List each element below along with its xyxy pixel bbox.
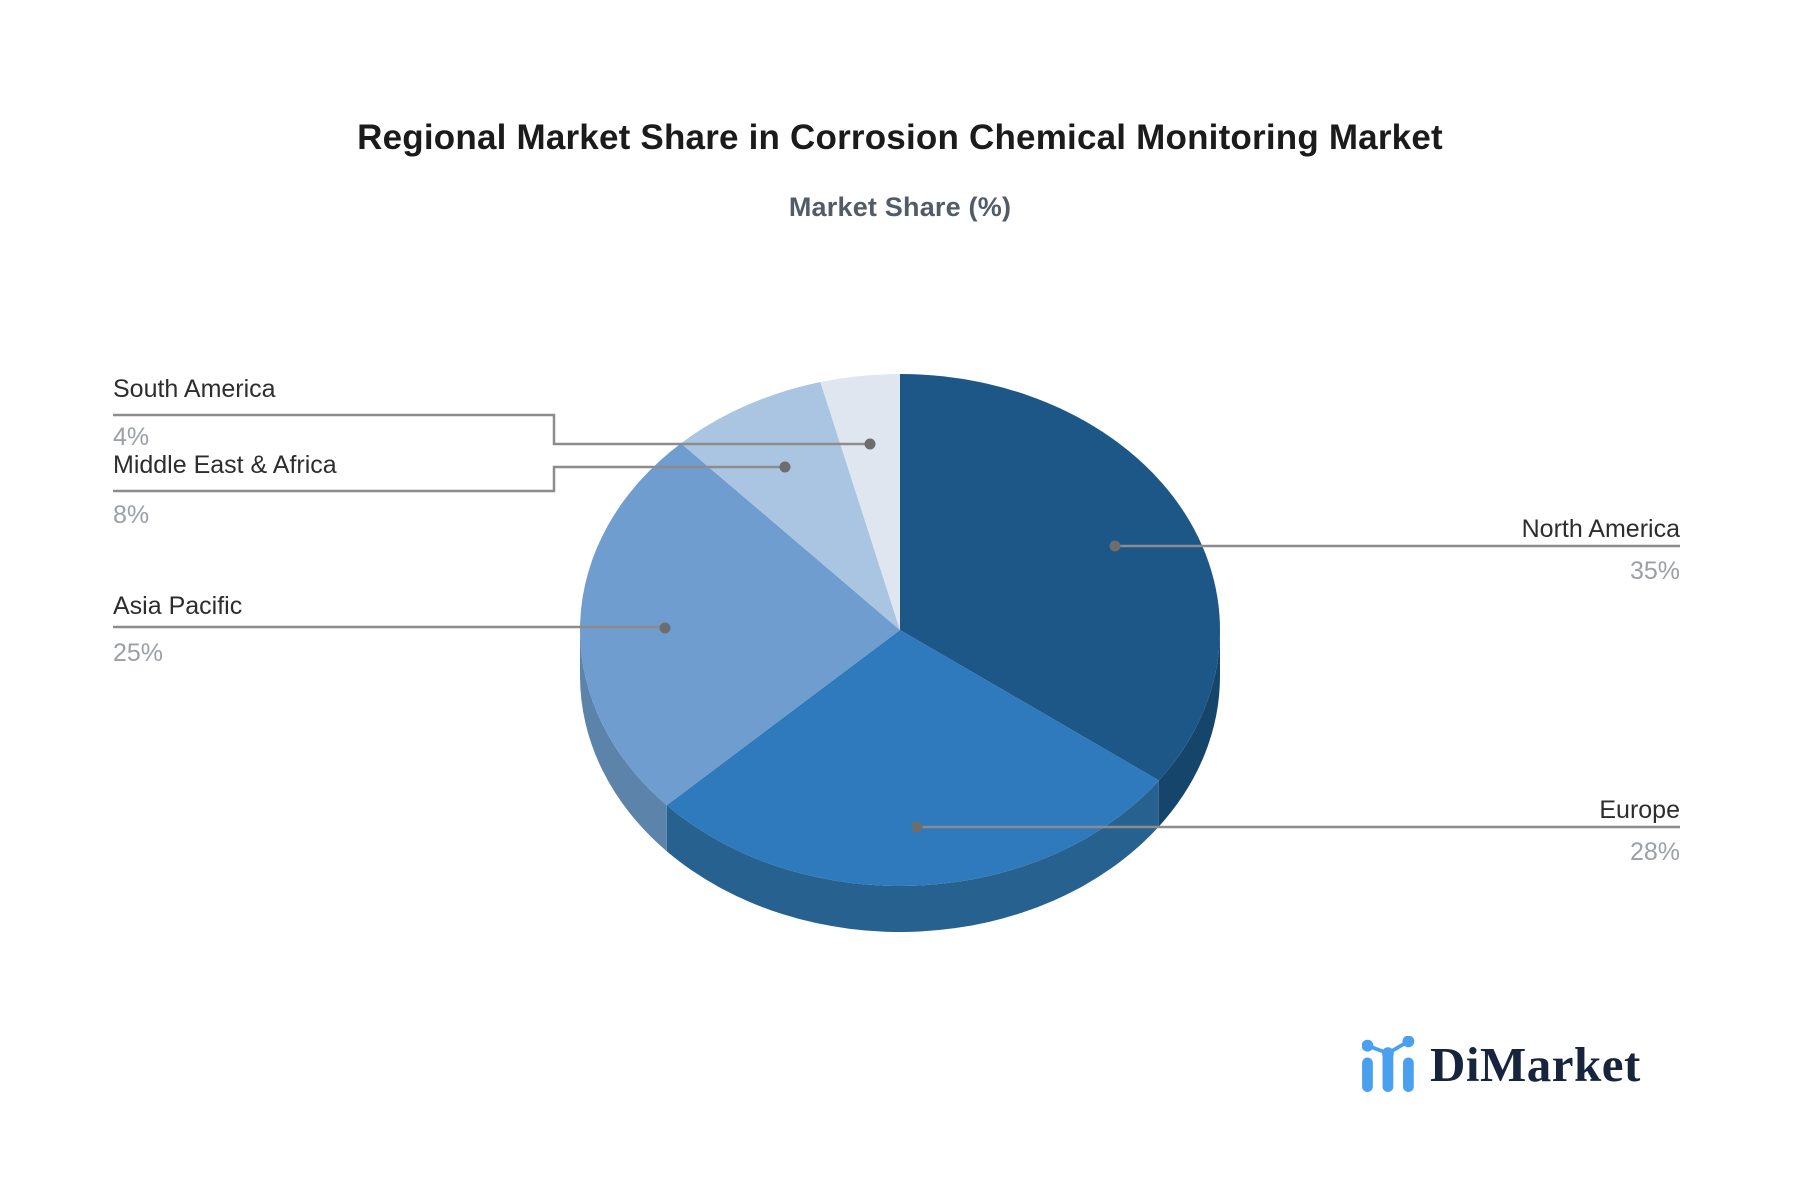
slice-percent-asia-pacific: 25% (113, 639, 164, 667)
logo-bar-chart-icon (1362, 1036, 1415, 1092)
pie-slice-side-asia-pacific (580, 630, 667, 852)
callout-line-middle-east-africa (113, 465, 785, 493)
callout-dot-asia-pacific (659, 622, 671, 634)
slice-label-north-america: North America (1521, 515, 1680, 543)
callout-dot-south-america (864, 438, 876, 450)
slice-percent-north-america: 35% (1629, 557, 1680, 585)
logo-text: DiMarket (1430, 1036, 1641, 1092)
slice-label-europe: Europe (1599, 796, 1680, 824)
pie-slice-side-north-america (1158, 630, 1220, 827)
slice-percent-south-america: 4% (113, 423, 150, 451)
slice-label-middle-east-africa: Middle East & Africa (113, 451, 337, 479)
callout-dot-north-america (1109, 540, 1121, 552)
callout-dot-middle-east-africa (779, 461, 791, 473)
brand-logo: DiMarket (1362, 1036, 1641, 1092)
slice-label-south-america: South America (113, 375, 276, 403)
pie-slice-side-europe (666, 780, 1159, 932)
pie-slice-europe (666, 630, 1159, 886)
chart-subtitle: Market Share (%) (788, 192, 1012, 222)
callout-line-south-america (113, 413, 870, 446)
slice-percent-middle-east-africa: 8% (113, 501, 150, 529)
callout-dot-europe (911, 821, 923, 833)
chart-title: Regional Market Share in Corrosion Chemi… (357, 118, 1443, 157)
slice-label-asia-pacific: Asia Pacific (113, 592, 243, 620)
slice-percent-europe: 28% (1629, 838, 1680, 866)
pie-slice-north-america (900, 374, 1221, 781)
pie-slice-south-america (820, 374, 900, 630)
pie-slice-asia-pacific (579, 443, 900, 806)
